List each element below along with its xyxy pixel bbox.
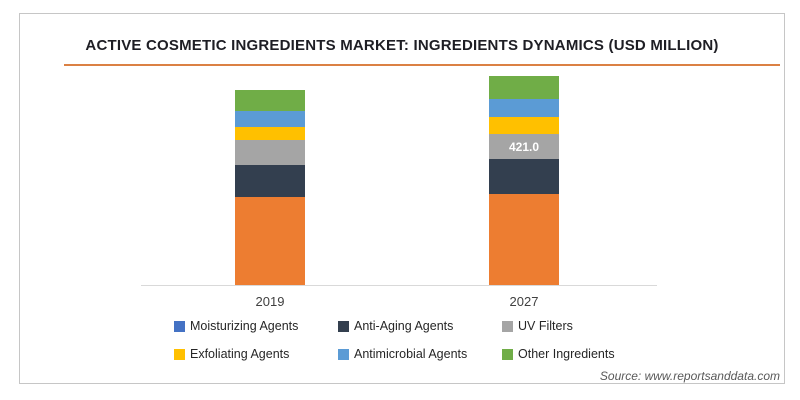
legend-label: Antimicrobial Agents bbox=[354, 347, 468, 361]
legend-swatch-icon-anti-aging-agents bbox=[338, 320, 349, 332]
legend-item-uv-filters: UV Filters bbox=[502, 319, 573, 333]
chart-card: ACTIVE COSMETIC INGREDIENTS MARKET: INGR… bbox=[19, 13, 785, 384]
x-axis-label-2027: 2027 bbox=[509, 294, 539, 309]
legend-label: Moisturizing Agents bbox=[190, 319, 299, 333]
legend-item-exfoliating-agents: Exfoliating Agents bbox=[174, 347, 289, 361]
x-axis-label-2019: 2019 bbox=[255, 294, 285, 309]
legend-swatch-icon-uv-filters bbox=[502, 320, 513, 332]
legend-label: Exfoliating Agents bbox=[190, 347, 290, 361]
bar-segment-other-ingredients-2019 bbox=[235, 90, 305, 112]
bar-segment-uv-filters-2019 bbox=[235, 140, 305, 166]
legend-label: Other Ingredients bbox=[518, 347, 615, 361]
chart-title: ACTIVE COSMETIC INGREDIENTS MARKET: INGR… bbox=[85, 37, 719, 54]
bar-segment-antimicrobial-agents-2027 bbox=[489, 99, 559, 118]
legend-label: UV Filters bbox=[518, 319, 573, 333]
legend-item-moisturizing-agents: Moisturizing Agents bbox=[174, 319, 298, 333]
source-attribution: Source: www.reportsanddata.com bbox=[599, 369, 780, 383]
legend-label: Anti-Aging Agents bbox=[354, 319, 454, 333]
title-underline-decoration bbox=[64, 64, 780, 66]
bar-segment-antimicrobial-agents-2019 bbox=[235, 111, 305, 127]
bar-segment-uv-filters-2027: 421.0 bbox=[489, 134, 559, 160]
legend-swatch-icon-exfoliating-agents bbox=[174, 348, 185, 360]
legend-swatch-icon-antimicrobial-agents bbox=[338, 348, 349, 360]
legend-swatch-icon-moisturizing-agents bbox=[174, 320, 185, 332]
legend-swatch-icon-other-ingredients bbox=[502, 348, 513, 360]
data-label-uv-filters: 421.0 bbox=[508, 139, 540, 154]
bar-segment-moisturizing-agents-2019 bbox=[235, 197, 305, 285]
bar-segment-exfoliating-agents-2027 bbox=[489, 117, 559, 135]
legend-item-anti-aging-agents: Anti-Aging Agents bbox=[338, 319, 453, 333]
bar-segment-exfoliating-agents-2019 bbox=[235, 126, 305, 141]
legend-item-other-ingredients: Other Ingredients bbox=[502, 347, 615, 361]
x-axis-line bbox=[141, 285, 657, 286]
bar-segment-anti-aging-agents-2019 bbox=[235, 165, 305, 198]
bar-segment-anti-aging-agents-2027 bbox=[489, 159, 559, 195]
legend-item-antimicrobial-agents: Antimicrobial Agents bbox=[338, 347, 467, 361]
bar-segment-other-ingredients-2027 bbox=[489, 75, 559, 100]
bar-segment-moisturizing-agents-2027 bbox=[489, 194, 559, 285]
stacked-bar-2019 bbox=[235, 90, 305, 285]
stacked-bar-2027: 421.0 bbox=[489, 75, 559, 285]
